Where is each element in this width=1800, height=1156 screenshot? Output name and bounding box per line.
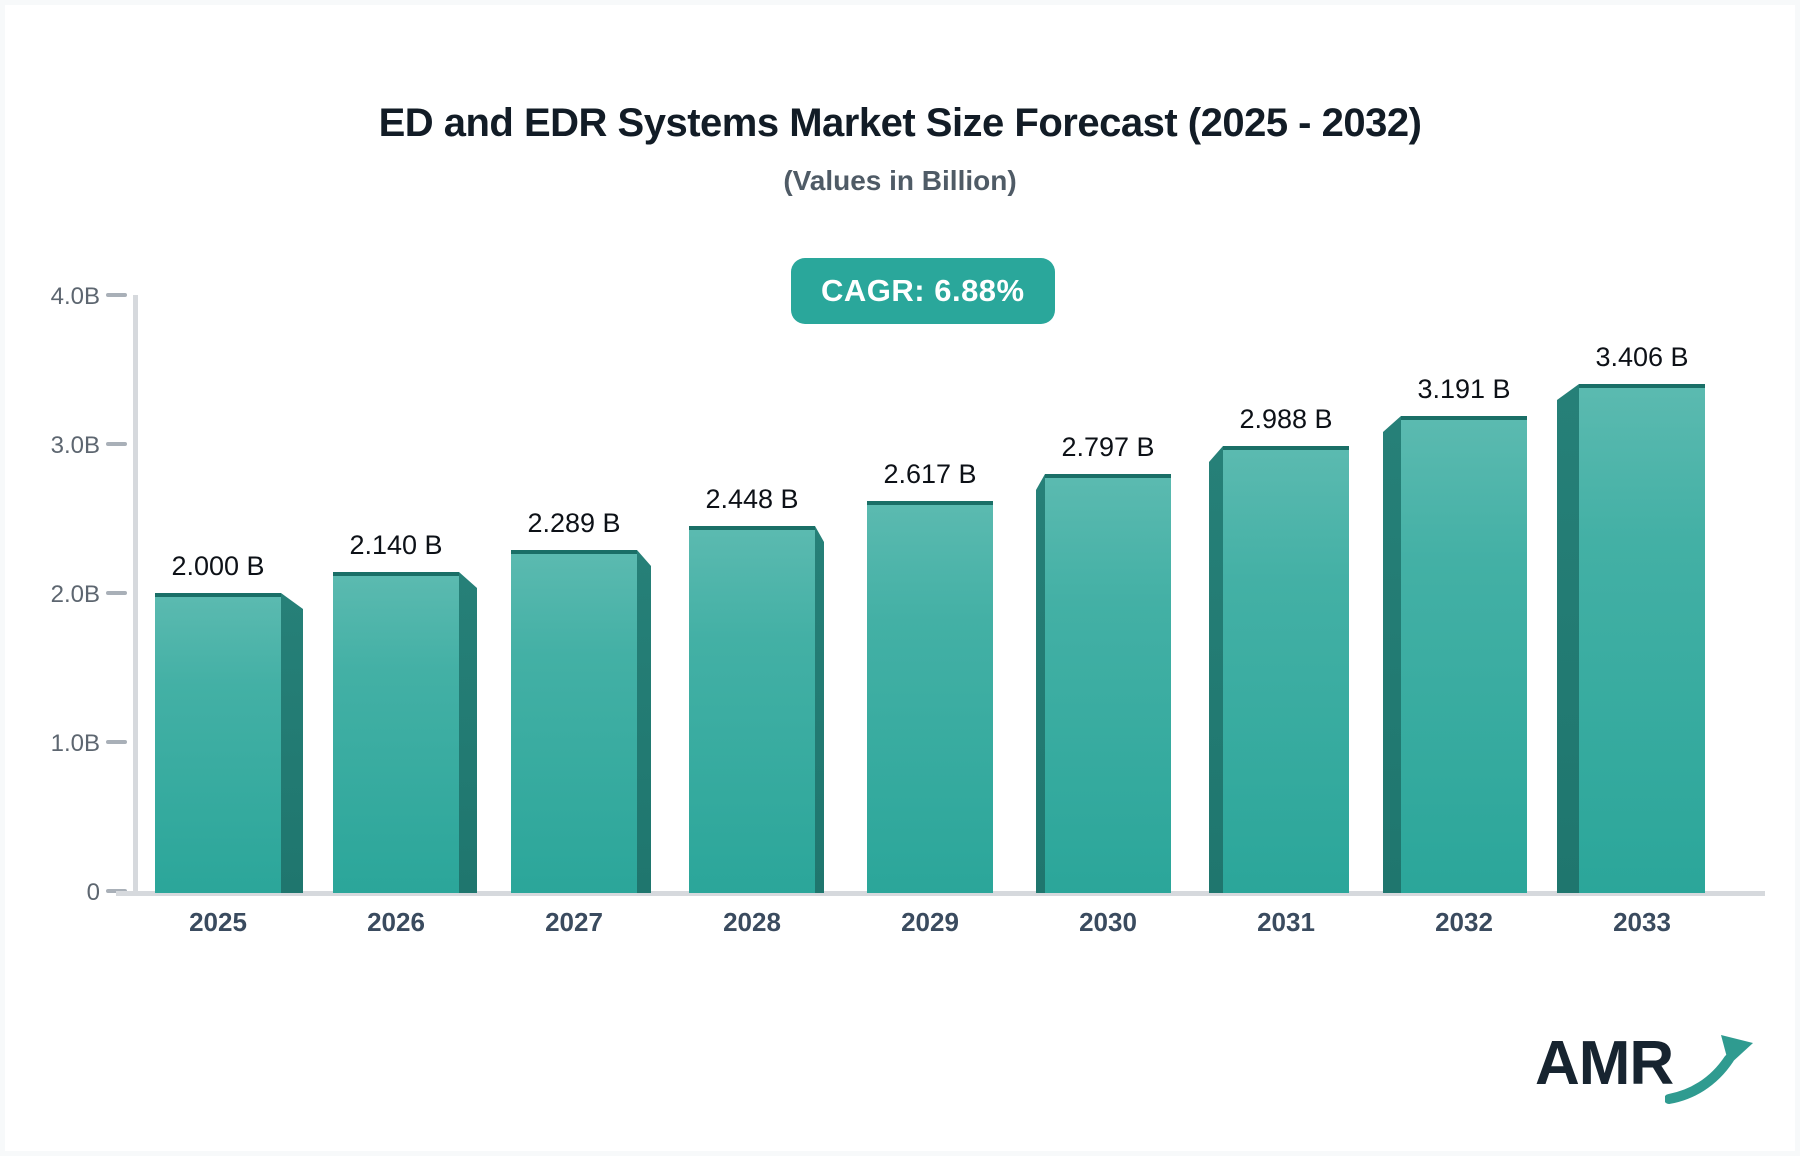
amr-logo: AMR [1535, 1031, 1757, 1105]
bar-2031 [1223, 446, 1349, 893]
bar-2026 [333, 572, 459, 893]
y-tick-label: 0 [86, 879, 100, 906]
x-axis-label: 2033 [1613, 907, 1671, 937]
x-axis-line [116, 891, 1765, 896]
bar-value-label: 3.191 B [1417, 374, 1511, 404]
y-tick-mark [106, 293, 127, 297]
bar-3d-side-face [459, 572, 477, 893]
bar-3d-side-face [637, 550, 651, 893]
bar-2032 [1401, 416, 1527, 893]
page-subtitle: (Values in Billion) [783, 165, 1017, 196]
x-axis-label: 2025 [189, 907, 247, 937]
bar-3d-side-face [1557, 384, 1579, 893]
bar-chart: 0 1.0B 2.0B 3.0B 4.0B 2.000 B 2025 2.140 B 2026 2… [5, 5, 1795, 1151]
bar-value-label: 2.617 B [883, 459, 977, 489]
x-axis-label: 2026 [367, 907, 425, 937]
y-tick-label: 3.0B [50, 432, 100, 459]
bar-2030 [1045, 474, 1171, 893]
x-axis-label: 2029 [901, 907, 959, 937]
y-tick-label: 2.0B [50, 581, 100, 608]
bar-value-label: 2.797 B [1061, 432, 1155, 462]
y-axis-line [133, 295, 138, 895]
bar-value-label: 2.000 B [171, 551, 265, 581]
x-axis-label: 2028 [723, 907, 781, 937]
bar-3d-side-face [1383, 416, 1401, 893]
y-tick-mark [106, 591, 127, 595]
bar-value-label: 3.406 B [1595, 342, 1689, 372]
cagr-badge: CAGR: 6.88% [791, 258, 1055, 324]
bar-2025 [155, 593, 281, 893]
x-axis-label: 2030 [1079, 907, 1137, 937]
page-title: ED and EDR Systems Market Size Forecast … [378, 101, 1422, 145]
bar-3d-side-face [815, 526, 824, 893]
y-tick-mark [106, 442, 127, 446]
bar-value-label: 2.289 B [527, 508, 621, 538]
bar-2029 [867, 501, 993, 893]
amr-logo-text: AMR [1535, 1029, 1674, 1098]
x-axis-label: 2031 [1257, 907, 1315, 937]
bar-3d-side-face [1209, 446, 1223, 893]
bar-2033 [1579, 384, 1705, 893]
y-tick-mark [106, 740, 127, 744]
bar-value-label: 2.448 B [705, 484, 799, 514]
x-axis-label: 2027 [545, 907, 603, 937]
bar-value-label: 2.140 B [349, 530, 443, 560]
y-tick-label: 4.0B [50, 283, 100, 310]
bar-value-label: 2.988 B [1239, 404, 1333, 434]
bar-2027 [511, 550, 637, 893]
bar-3d-side-face [1036, 474, 1045, 893]
bar-2028 [689, 526, 815, 893]
growth-arrow-icon [1665, 1035, 1754, 1104]
y-tick-label: 1.0B [50, 730, 100, 757]
x-axis-label: 2032 [1435, 907, 1493, 937]
bar-3d-side-face [281, 593, 303, 893]
